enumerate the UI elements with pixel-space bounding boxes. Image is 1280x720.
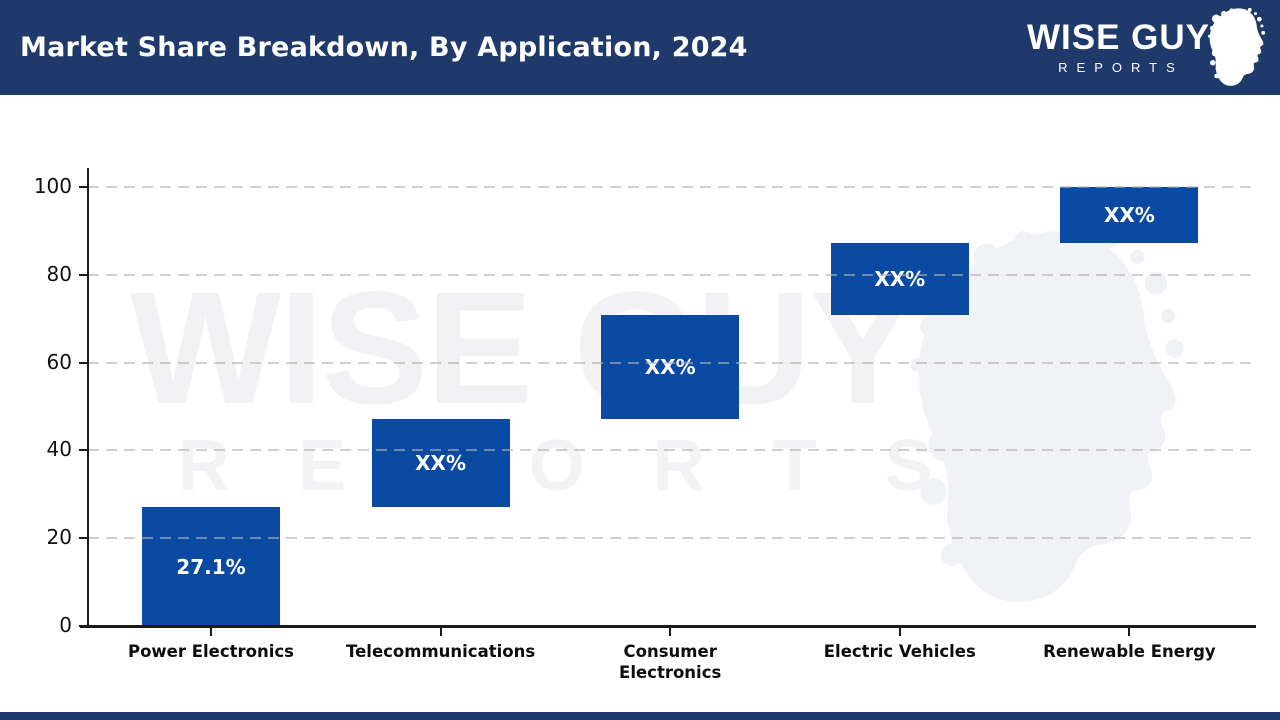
x-axis-label-2: Telecommunications — [346, 642, 536, 661]
brand-tagline: REPORTS — [1058, 60, 1184, 75]
y-tick-label-20: 20 — [46, 525, 72, 550]
x-tick-2 — [439, 628, 442, 636]
y-tick-label-40: 40 — [46, 437, 72, 462]
x-axis-label-3: Consumer Electronics — [619, 642, 722, 683]
x-tick-3 — [669, 628, 672, 636]
header-bar: Market Share Breakdown, By Application, … — [0, 0, 1280, 95]
gridline-60 — [88, 361, 1254, 364]
x-tick-4 — [898, 628, 901, 636]
bar-segment-1: 27.1% — [142, 507, 280, 626]
bar-value-label: XX% — [874, 266, 926, 291]
gridline-80 — [88, 273, 1254, 276]
footer-bar — [0, 712, 1280, 720]
y-tick-label-80: 80 — [46, 261, 72, 286]
y-axis-line — [87, 168, 89, 627]
y-tick-100 — [79, 186, 87, 188]
brand-head-icon — [1207, 7, 1266, 86]
bar-segment-3: XX% — [601, 315, 740, 419]
gridline-40 — [88, 449, 1254, 452]
bar-segment-5: XX% — [1060, 187, 1199, 243]
y-tick-label-0: 0 — [59, 613, 72, 637]
bar-segment-4: XX% — [830, 242, 969, 316]
brand-logo-text: WISE GUY REPORTS — [1027, 20, 1210, 75]
y-tick-0 — [79, 625, 87, 627]
y-tick-20 — [79, 537, 87, 540]
x-axis-label-4: Electric Vehicles — [823, 642, 976, 661]
gridline-100 — [88, 186, 1254, 188]
x-tick-5 — [1128, 628, 1131, 636]
brand-logo: WISE GUY REPORTS — [1027, 0, 1270, 95]
bar-segment-2: XX% — [371, 418, 510, 508]
y-tick-40 — [79, 449, 87, 452]
x-tick-1 — [210, 628, 212, 636]
bar-value-label: XX% — [1103, 202, 1155, 227]
gridline-20 — [88, 537, 1254, 540]
bar-value-label: XX% — [644, 354, 696, 379]
y-tick-label-100: 100 — [33, 174, 72, 198]
y-tick-60 — [79, 361, 87, 364]
brand-name: WISE GUY — [1026, 18, 1210, 57]
y-tick-label-60: 60 — [46, 349, 72, 374]
x-axis-label-1: Power Electronics — [127, 642, 294, 661]
y-tick-80 — [79, 273, 87, 276]
bar-value-label: XX% — [415, 450, 467, 475]
x-axis-line — [80, 625, 1256, 628]
x-axis-label-5: Renewable Energy — [1043, 642, 1216, 661]
bar-value-label: 27.1% — [176, 554, 246, 579]
page-title: Market Share Breakdown, By Application, … — [20, 32, 748, 63]
